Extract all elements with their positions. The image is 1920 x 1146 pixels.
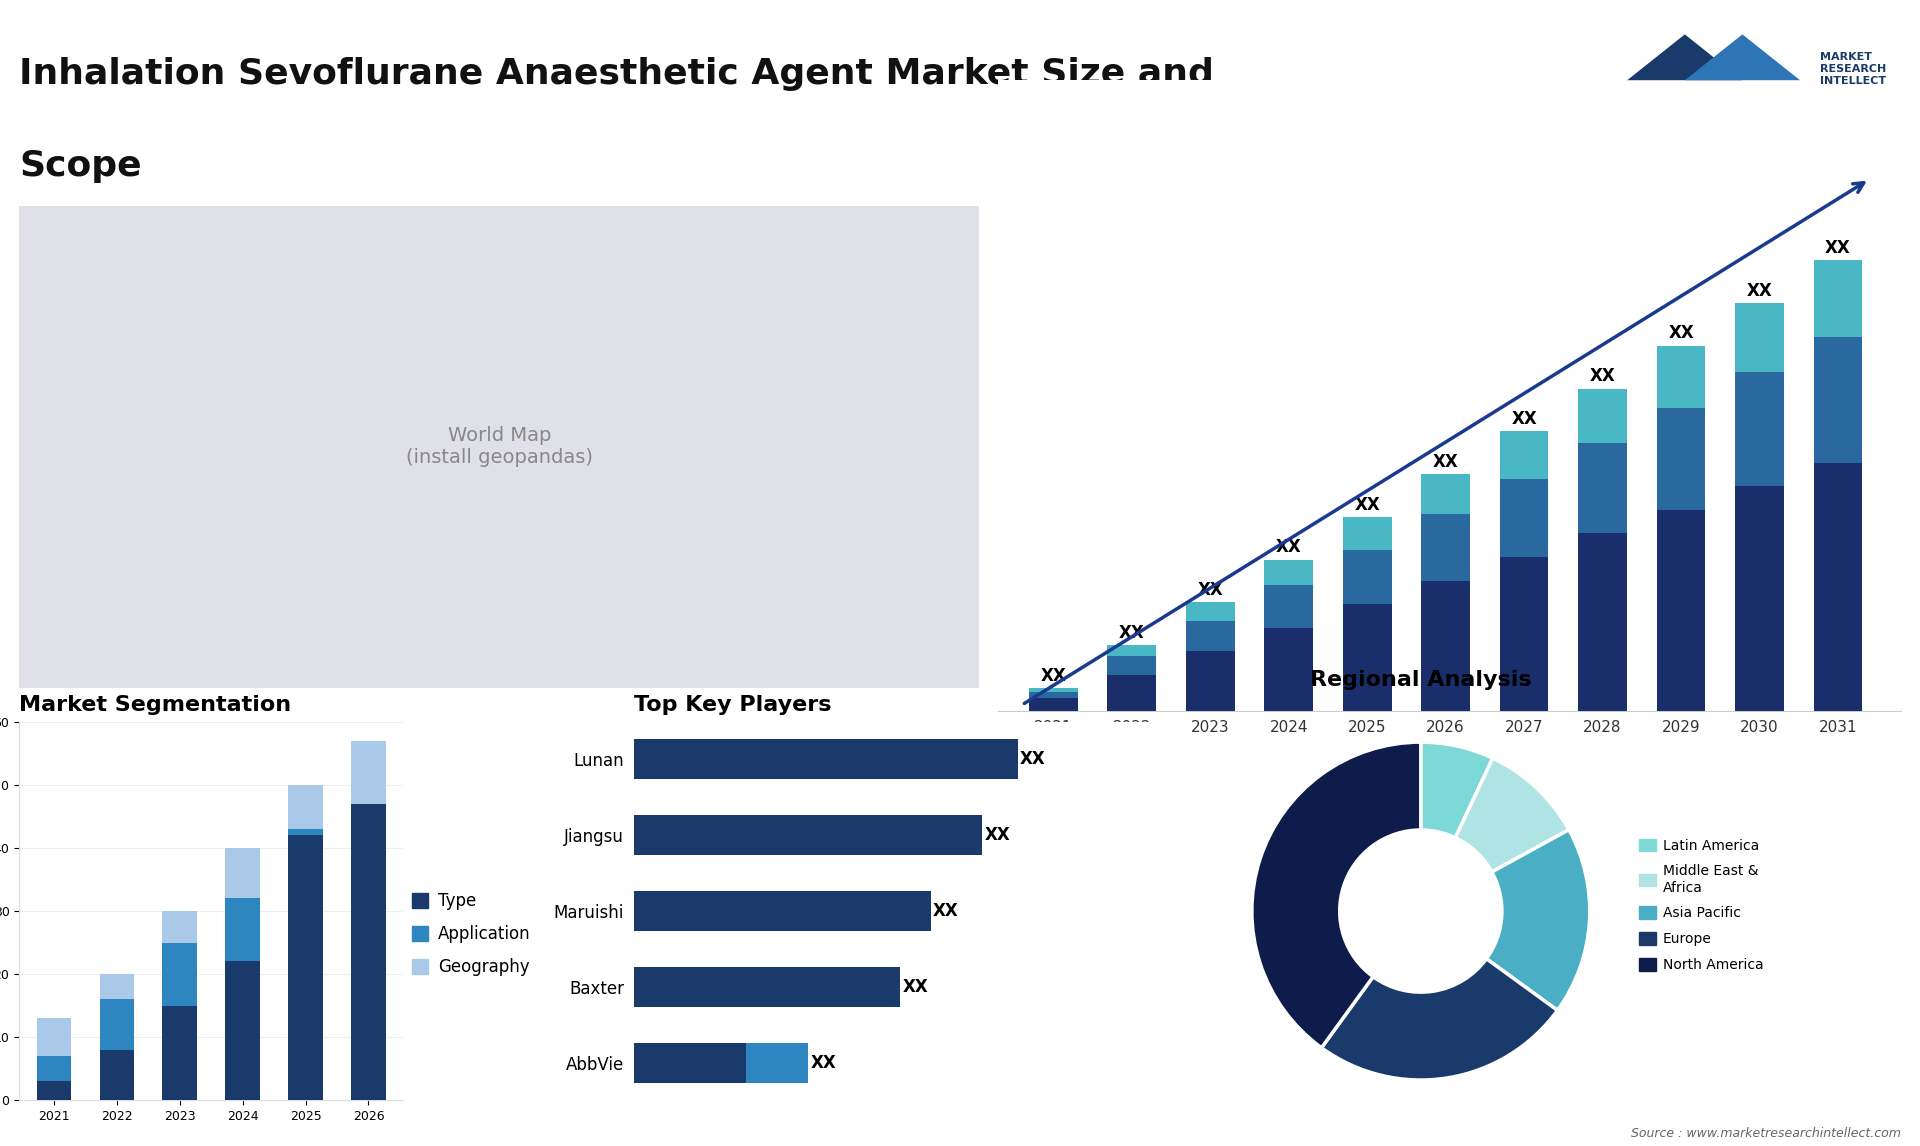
Text: Source : www.marketresearchintellect.com: Source : www.marketresearchintellect.com [1630, 1128, 1901, 1140]
Bar [1265, 586, 1313, 628]
Bar [1108, 645, 1156, 657]
Bar [1736, 486, 1784, 711]
Text: XX: XX [810, 1054, 835, 1073]
Bar [1736, 372, 1784, 486]
Bar [1657, 510, 1705, 711]
Text: World Map
(install geopandas): World Map (install geopandas) [405, 426, 593, 468]
Text: XX: XX [1668, 324, 1693, 343]
Bar [163, 911, 198, 942]
Bar [225, 961, 259, 1100]
Bar [1029, 692, 1077, 698]
Bar [288, 835, 323, 1100]
Legend: Type, Application, Geography: Type, Application, Geography [411, 892, 530, 976]
Bar [1265, 559, 1313, 586]
Bar [1029, 688, 1077, 692]
Bar [1421, 581, 1471, 711]
Bar [100, 1050, 134, 1100]
Wedge shape [1455, 759, 1569, 872]
Bar [351, 804, 386, 1100]
Text: XX: XX [933, 902, 958, 920]
Text: XX: XX [985, 826, 1010, 843]
Text: XX: XX [1826, 238, 1851, 257]
Bar [1265, 628, 1313, 711]
Bar [100, 974, 134, 999]
Wedge shape [1486, 830, 1590, 1011]
Text: Scope: Scope [19, 149, 142, 183]
Wedge shape [1321, 959, 1557, 1080]
Bar [1187, 603, 1235, 621]
Bar [1421, 515, 1471, 581]
Bar [1342, 517, 1392, 550]
Text: XX: XX [1119, 623, 1144, 642]
Bar [1187, 651, 1235, 711]
Bar [1578, 534, 1626, 711]
Text: XX: XX [1041, 667, 1066, 684]
Bar [36, 1057, 71, 1082]
Bar [351, 741, 386, 804]
Bar [163, 1006, 198, 1100]
Text: XX: XX [1020, 749, 1046, 768]
Bar [1342, 550, 1392, 604]
Bar [747, 1043, 808, 1083]
Polygon shape [1686, 34, 1801, 80]
Text: XX: XX [1277, 539, 1302, 556]
Bar [1421, 474, 1471, 515]
Bar [634, 967, 900, 1007]
Bar [36, 1082, 71, 1100]
Bar [36, 1018, 71, 1057]
Bar [1108, 657, 1156, 675]
Bar [225, 898, 259, 961]
Wedge shape [1252, 743, 1421, 1047]
Text: XX: XX [1432, 453, 1459, 471]
Bar [1500, 479, 1548, 557]
Wedge shape [1421, 743, 1492, 838]
Text: Inhalation Sevoflurane Anaesthetic Agent Market Size and: Inhalation Sevoflurane Anaesthetic Agent… [19, 57, 1213, 92]
Bar [1814, 463, 1862, 711]
Bar [1578, 388, 1626, 444]
Bar [1500, 431, 1548, 479]
Bar [1342, 604, 1392, 711]
Bar [1814, 260, 1862, 337]
Text: XX: XX [1198, 581, 1223, 599]
Bar [1657, 346, 1705, 408]
Bar [1029, 698, 1077, 711]
Bar [1814, 337, 1862, 463]
Bar [288, 830, 323, 835]
Text: Top Key Players: Top Key Players [634, 694, 831, 715]
Bar [1736, 303, 1784, 372]
Bar [100, 999, 134, 1050]
Text: MARKET
RESEARCH
INTELLECT: MARKET RESEARCH INTELLECT [1820, 52, 1887, 86]
Text: Market Segmentation: Market Segmentation [19, 694, 292, 715]
Bar [1500, 557, 1548, 711]
Bar [634, 815, 981, 855]
Bar [225, 848, 259, 898]
Text: XX: XX [1354, 495, 1380, 513]
Polygon shape [1628, 34, 1741, 80]
Bar [634, 892, 931, 931]
Text: XX: XX [902, 979, 927, 996]
Bar [1578, 444, 1626, 534]
Title: Regional Analysis: Regional Analysis [1309, 670, 1532, 690]
Bar [1187, 621, 1235, 651]
Text: XX: XX [1511, 410, 1538, 427]
Text: XX: XX [1590, 367, 1615, 385]
Bar [1108, 675, 1156, 711]
Text: XX: XX [1747, 282, 1772, 300]
Bar [288, 785, 323, 830]
Legend: Latin America, Middle East &
Africa, Asia Pacific, Europe, North America: Latin America, Middle East & Africa, Asi… [1640, 839, 1763, 972]
Bar [163, 942, 198, 1006]
Bar [1657, 408, 1705, 510]
Bar [634, 739, 1018, 779]
Bar [634, 1043, 747, 1083]
